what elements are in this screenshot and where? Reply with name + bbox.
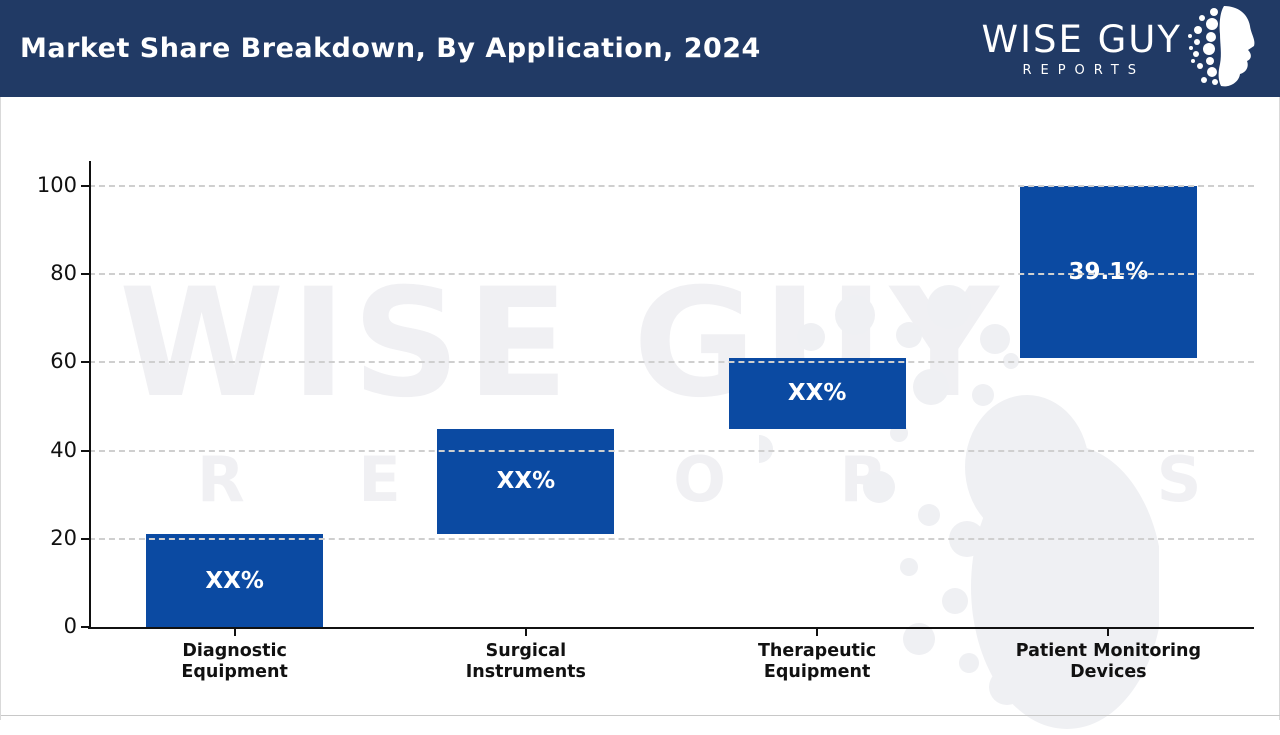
y-tick-label: 20 xyxy=(50,525,77,550)
logo-wordmark: WISE GUY xyxy=(981,17,1182,61)
logo-wordmark-block: WISE GUY REPORTS xyxy=(982,21,1182,77)
y-tick-mark xyxy=(81,361,89,364)
x-tick-mark xyxy=(816,627,819,636)
y-tick-mark xyxy=(81,626,89,628)
x-tick-mark xyxy=(1107,627,1110,636)
gridline xyxy=(89,361,1254,364)
y-tick-label: 40 xyxy=(50,437,77,462)
y-tick-mark xyxy=(81,185,89,187)
y-tick-mark xyxy=(81,273,89,276)
y-tick-label: 100 xyxy=(36,173,77,197)
chart-area: WISE GUY R E P O R T S 0 20 40 60 80 100 XX% Di… xyxy=(0,97,1280,729)
y-tick-mark xyxy=(81,449,89,452)
footer-hairline xyxy=(1,715,1280,716)
page-title: Market Share Breakdown, By Application, … xyxy=(20,33,761,64)
logo-face-icon xyxy=(1184,4,1262,94)
bar-value-label: XX% xyxy=(496,468,556,495)
x-category-label: Therapeutic Equipment xyxy=(757,641,877,682)
gridline xyxy=(89,273,1254,276)
x-tick-mark xyxy=(233,627,236,636)
bar-segment: 39.1% xyxy=(1019,186,1197,358)
bar-value-label: XX% xyxy=(787,380,847,407)
bar-value-label: 39.1% xyxy=(1068,258,1149,285)
y-tick-mark xyxy=(81,537,89,540)
bar-segment: XX% xyxy=(146,534,324,627)
logo-subtext: REPORTS xyxy=(1022,62,1146,78)
y-tick-label: 80 xyxy=(50,261,77,286)
y-axis-line xyxy=(89,161,91,629)
logo: WISE GUY REPORTS xyxy=(982,4,1262,94)
x-tick-mark xyxy=(524,627,527,636)
gridline xyxy=(89,537,1254,540)
bar-segment: XX% xyxy=(437,428,615,535)
watermark-head-icon xyxy=(745,219,1163,735)
x-category-label: Diagnostic Equipment xyxy=(181,641,288,682)
y-tick-label: 0 xyxy=(63,614,77,638)
x-category-label: Surgical Instruments xyxy=(465,641,586,682)
bar-value-label: XX% xyxy=(205,567,264,594)
gridline xyxy=(89,449,1254,452)
bar-segment: XX% xyxy=(728,357,906,429)
x-axis-line xyxy=(88,627,1254,629)
y-tick-label: 60 xyxy=(50,349,77,374)
x-category-label: Patient Monitoring Devices xyxy=(1015,641,1201,682)
gridline xyxy=(89,185,1254,187)
header-bar: Market Share Breakdown, By Application, … xyxy=(0,0,1280,97)
